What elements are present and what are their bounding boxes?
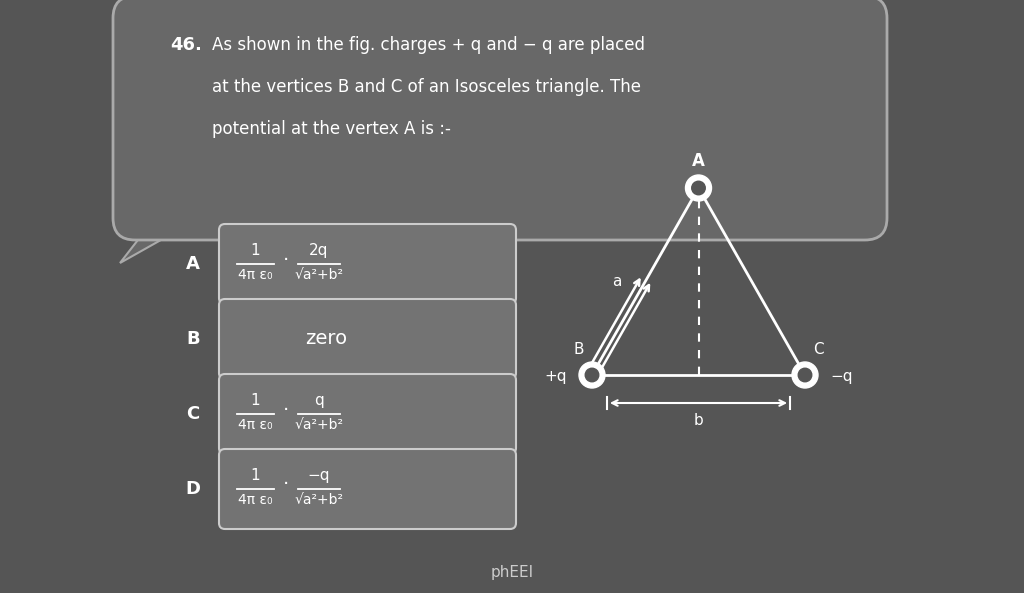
Text: 2q: 2q (309, 243, 329, 258)
Text: 1: 1 (251, 243, 260, 258)
Text: As shown in the fig. charges + q and − q are placed: As shown in the fig. charges + q and − q… (212, 36, 645, 54)
Text: ·: · (283, 476, 289, 495)
Circle shape (586, 368, 599, 382)
Text: C: C (813, 342, 823, 357)
Text: +q: +q (545, 369, 567, 384)
Text: D: D (185, 480, 201, 498)
Text: q: q (314, 393, 324, 408)
Polygon shape (120, 218, 200, 263)
Text: √a²+b²: √a²+b² (295, 268, 343, 282)
Circle shape (685, 175, 712, 201)
Text: −q: −q (830, 369, 853, 384)
Text: at the vertices B and C of an Isosceles triangle. The: at the vertices B and C of an Isosceles … (212, 78, 641, 96)
Text: 1: 1 (251, 393, 260, 408)
Text: ·: · (283, 400, 289, 419)
Text: √a²+b²: √a²+b² (295, 418, 343, 432)
Text: 46.: 46. (170, 36, 202, 54)
Text: C: C (186, 405, 200, 423)
Text: potential at the vertex A is :-: potential at the vertex A is :- (212, 120, 451, 138)
Text: √a²+b²: √a²+b² (295, 493, 343, 507)
Text: A: A (692, 152, 705, 170)
Text: 1: 1 (251, 468, 260, 483)
Circle shape (792, 362, 818, 388)
FancyBboxPatch shape (219, 374, 516, 454)
Text: 4π ε₀: 4π ε₀ (238, 418, 272, 432)
FancyBboxPatch shape (219, 224, 516, 304)
Circle shape (799, 368, 812, 382)
Circle shape (579, 362, 605, 388)
Text: zero: zero (305, 330, 347, 349)
Text: A: A (186, 255, 200, 273)
Circle shape (692, 181, 706, 195)
Text: b: b (693, 413, 703, 428)
Text: B: B (186, 330, 200, 348)
Text: a: a (612, 274, 622, 289)
FancyBboxPatch shape (113, 0, 887, 240)
Text: ·: · (283, 250, 289, 269)
Text: B: B (573, 342, 584, 357)
Text: phEEI: phEEI (490, 566, 534, 581)
Text: 4π ε₀: 4π ε₀ (238, 268, 272, 282)
Text: 4π ε₀: 4π ε₀ (238, 493, 272, 507)
FancyBboxPatch shape (219, 299, 516, 379)
FancyBboxPatch shape (219, 449, 516, 529)
Text: −q: −q (307, 468, 330, 483)
